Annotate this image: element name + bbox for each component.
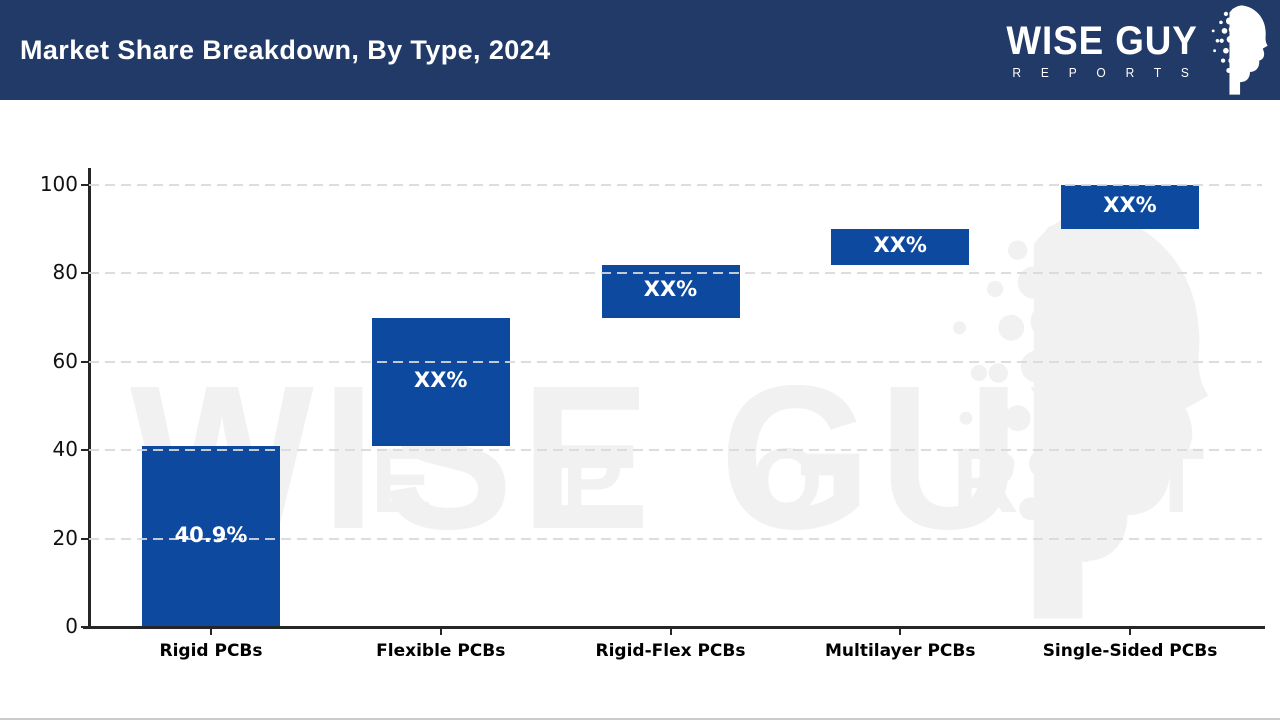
y-axis-line	[88, 168, 91, 629]
bar-value-label: XX%	[414, 367, 468, 392]
logo-wordmark: WISE GUY	[1006, 18, 1198, 63]
bar-2	[371, 317, 510, 447]
bottom-border-line	[0, 718, 1280, 720]
y-tick-mark	[81, 449, 88, 452]
y-tick-label: 100	[39, 172, 78, 196]
bar-4	[831, 229, 970, 265]
x-tick-mark	[210, 629, 212, 635]
y-tick-label: 40	[52, 437, 78, 462]
header-bar: Market Share Breakdown, By Type, 2024 WI…	[0, 0, 1280, 100]
y-tick-label: 20	[52, 525, 78, 550]
bar-value-label: 40.9%	[174, 522, 248, 547]
y-tick-mark	[81, 184, 88, 186]
chart-title: Market Share Breakdown, By Type, 2024	[20, 34, 551, 65]
y-tick-label: 0	[65, 614, 78, 638]
x-tick-mark	[669, 629, 672, 635]
gridline-60	[89, 360, 1262, 363]
wiseguy-face-icon	[1211, 5, 1268, 95]
x-axis-label: Single-Sided PCBs	[1042, 641, 1218, 661]
x-axis-line	[83, 626, 1265, 629]
bar-value-label: XX%	[643, 277, 698, 302]
y-tick-mark	[81, 537, 88, 540]
wiseguy-logo: WISE GUY R E P O R T S	[998, 0, 1272, 100]
logo-subtext: R E P O R T S	[1012, 64, 1198, 80]
y-tick-label: 80	[52, 260, 78, 285]
gridline-40	[89, 449, 1262, 452]
bar-1	[142, 446, 280, 627]
wiseguy-logo-text: WISE GUY R E P O R T S	[1006, 21, 1197, 80]
x-axis-label: Multilayer PCBs	[824, 641, 976, 661]
x-axis-label: Rigid-Flex PCBs	[595, 641, 746, 661]
x-tick-mark	[1129, 629, 1131, 635]
gridline-80	[89, 272, 1262, 275]
x-axis-label: Flexible PCBs	[376, 641, 506, 661]
bar-value-label: XX%	[873, 232, 927, 257]
gridline-20	[89, 537, 1262, 540]
y-tick-label: 60	[52, 348, 78, 373]
y-tick-mark	[81, 360, 88, 363]
y-tick-mark	[81, 272, 88, 275]
x-tick-mark	[899, 629, 902, 635]
x-tick-mark	[439, 629, 442, 635]
x-axis-label: Rigid PCBs	[159, 641, 263, 661]
bar-value-label: XX%	[1103, 193, 1157, 218]
gridline-100	[89, 184, 1262, 186]
